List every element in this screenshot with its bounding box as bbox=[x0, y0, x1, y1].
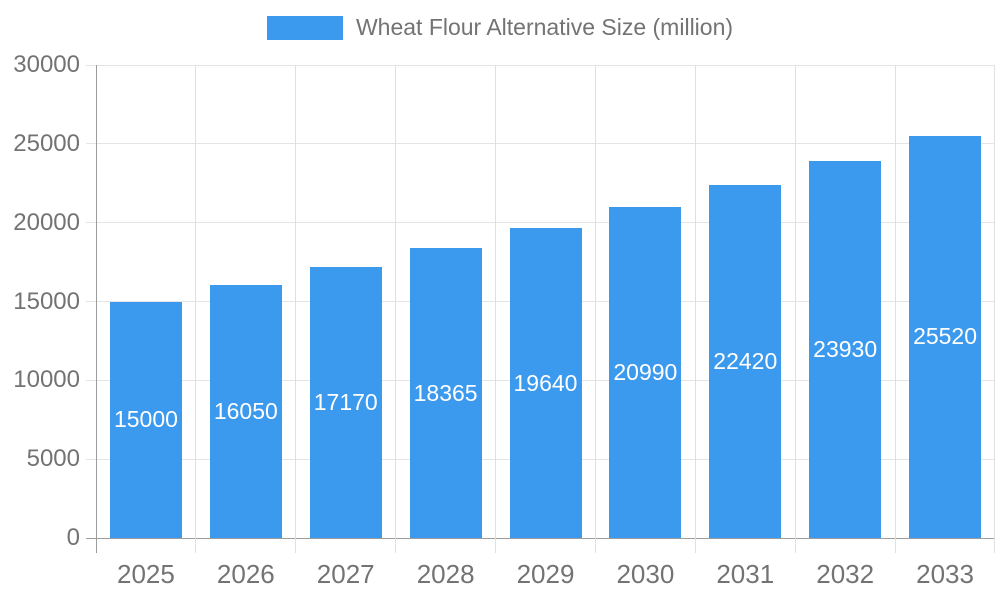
plot-area: 15000 16050 17170 18365 19640 20990 22420 23930… bbox=[13, 51, 995, 589]
bar-value-label: 18365 bbox=[413, 379, 478, 406]
bar-value-label: 25520 bbox=[913, 323, 978, 350]
bar-2031[interactable]: 22420 bbox=[709, 184, 782, 538]
vertical-gridline bbox=[993, 65, 995, 553]
y-tick-label: 30000 bbox=[13, 51, 80, 78]
bar-value-label: 15000 bbox=[113, 406, 178, 433]
horizontal-gridline bbox=[86, 143, 995, 145]
y-tick-label: 5000 bbox=[26, 445, 80, 473]
horizontal-gridline bbox=[86, 222, 995, 224]
vertical-gridline bbox=[894, 65, 896, 553]
bar-value-label: 23930 bbox=[813, 335, 878, 362]
y-tick-label: 0 bbox=[66, 524, 80, 551]
bar-2026[interactable]: 16050 bbox=[209, 284, 282, 538]
x-tick-label: 2029 bbox=[516, 559, 575, 589]
x-tick-label: 2027 bbox=[316, 559, 375, 589]
vertical-gridline bbox=[195, 65, 197, 553]
x-tick-label: 2026 bbox=[216, 559, 275, 589]
y-tick-label: 15000 bbox=[13, 287, 80, 315]
horizontal-gridline bbox=[86, 64, 995, 66]
bar-value-label: 22420 bbox=[713, 347, 778, 374]
legend-swatch bbox=[266, 15, 343, 40]
x-tick-label: 2032 bbox=[816, 559, 875, 589]
bar-2025[interactable]: 15000 bbox=[109, 301, 182, 538]
bar-2033[interactable]: 25520 bbox=[909, 135, 982, 538]
vertical-gridline bbox=[794, 65, 796, 553]
vertical-gridline bbox=[694, 65, 696, 553]
x-tick-label: 2025 bbox=[117, 559, 175, 589]
vertical-gridline bbox=[295, 65, 297, 553]
y-tick-label: 10000 bbox=[13, 366, 80, 394]
vertical-gridline bbox=[594, 65, 596, 553]
legend-label: Wheat Flour Alternative Size (million) bbox=[355, 14, 734, 40]
bar-2030[interactable]: 20990 bbox=[609, 207, 682, 538]
y-tick-label: 20000 bbox=[13, 208, 80, 236]
bar-value-label: 16050 bbox=[213, 397, 278, 424]
bar-2029[interactable]: 19640 bbox=[509, 228, 582, 538]
x-tick-label: 2030 bbox=[616, 559, 675, 589]
x-axis-line bbox=[86, 537, 995, 539]
y-tick-label: 25000 bbox=[13, 129, 80, 157]
bar-value-label: 20990 bbox=[613, 359, 678, 386]
x-tick-label: 2033 bbox=[916, 559, 974, 589]
y-axis-line bbox=[95, 65, 97, 553]
bar-value-label: 19640 bbox=[513, 369, 578, 396]
x-tick-label: 2028 bbox=[416, 559, 475, 589]
x-tick-label: 2031 bbox=[716, 559, 775, 589]
vertical-gridline bbox=[495, 65, 497, 553]
legend-item[interactable]: Wheat Flour Alternative Size (million) bbox=[0, 14, 1000, 41]
vertical-gridline bbox=[395, 65, 397, 553]
bar-2032[interactable]: 23930 bbox=[809, 160, 882, 538]
bar-2027[interactable]: 17170 bbox=[309, 267, 382, 538]
bar-value-label: 17170 bbox=[313, 389, 378, 416]
bar-2028[interactable]: 18365 bbox=[409, 248, 482, 538]
